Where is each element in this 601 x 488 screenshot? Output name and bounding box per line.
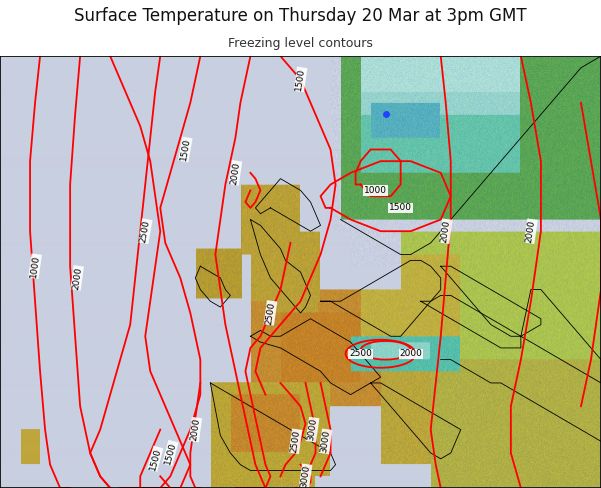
Text: 2500: 2500 xyxy=(264,301,276,325)
Text: 1500: 1500 xyxy=(163,441,178,465)
Text: 2000: 2000 xyxy=(189,418,201,442)
Text: 1500: 1500 xyxy=(389,203,412,212)
Text: 3000: 3000 xyxy=(320,429,332,453)
Text: 3000: 3000 xyxy=(307,418,319,442)
Text: 2000: 2000 xyxy=(71,266,83,290)
Text: 1500: 1500 xyxy=(294,67,307,91)
Text: 2500: 2500 xyxy=(139,219,151,243)
Text: 2000: 2000 xyxy=(230,161,242,185)
Text: 1000: 1000 xyxy=(364,186,387,195)
Text: 2000: 2000 xyxy=(399,349,422,358)
Text: 2000: 2000 xyxy=(525,219,537,243)
Text: 2500: 2500 xyxy=(349,349,372,358)
Text: 1500: 1500 xyxy=(148,447,163,471)
Text: 1500: 1500 xyxy=(179,138,192,162)
Text: 1000: 1000 xyxy=(29,254,41,278)
Text: 2000: 2000 xyxy=(440,219,452,243)
Text: 3000: 3000 xyxy=(299,464,311,488)
Text: Surface Temperature on Thursday 20 Mar at 3pm GMT: Surface Temperature on Thursday 20 Mar a… xyxy=(74,7,527,25)
Text: Freezing level contours: Freezing level contours xyxy=(228,37,373,50)
Text: 2500: 2500 xyxy=(290,429,302,453)
